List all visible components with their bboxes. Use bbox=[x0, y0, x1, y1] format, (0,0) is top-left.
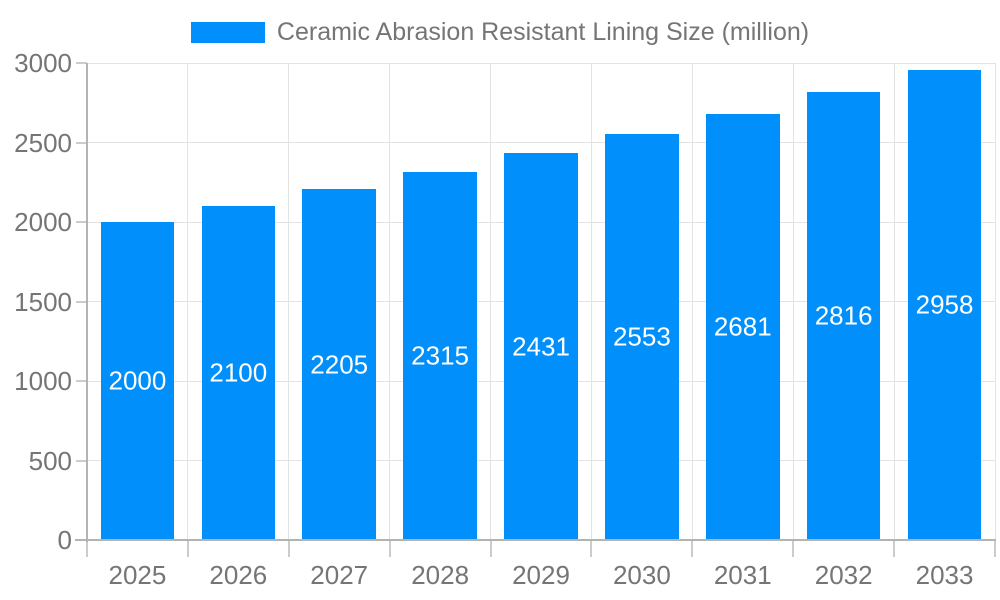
plot-area: 2000 2100 2205 2315 2431 2553 2681 2816 2958 bbox=[87, 62, 996, 540]
y-axis-label: 1500 bbox=[14, 286, 72, 317]
x-tick bbox=[994, 541, 996, 557]
gridline-horizontal bbox=[87, 62, 995, 64]
x-tick bbox=[186, 541, 189, 557]
bar-value-label: 2553 bbox=[612, 321, 671, 352]
x-axis-label: 2027 bbox=[310, 560, 369, 590]
y-axis-label: 2000 bbox=[14, 207, 72, 237]
y-axis-label: 2500 bbox=[14, 127, 72, 158]
gridline-vertical bbox=[994, 63, 996, 540]
bar[interactable]: 2958 bbox=[907, 69, 982, 540]
legend-label: Ceramic Abrasion Resistant Lining Size (… bbox=[276, 18, 810, 46]
x-axis-label: 2030 bbox=[612, 560, 671, 590]
bar[interactable]: 2315 bbox=[403, 171, 477, 540]
x-axis-label: 2026 bbox=[209, 560, 268, 590]
bar[interactable]: 2000 bbox=[100, 222, 175, 540]
bar-value-label: 2000 bbox=[108, 365, 167, 396]
y-tick bbox=[76, 380, 87, 382]
bar-value-label: 2681 bbox=[713, 311, 772, 342]
gridline-vertical bbox=[893, 63, 895, 540]
bar-value-label: 2958 bbox=[915, 289, 974, 320]
x-tick bbox=[388, 541, 391, 557]
gridline-vertical bbox=[590, 63, 592, 540]
y-axis-line bbox=[86, 63, 88, 542]
gridline-vertical bbox=[187, 63, 189, 540]
x-tick bbox=[691, 541, 694, 557]
y-axis-label: 1000 bbox=[14, 366, 72, 396]
bar[interactable]: 2553 bbox=[605, 134, 679, 540]
x-tick bbox=[489, 541, 492, 557]
x-tick bbox=[792, 541, 795, 557]
y-axis-label: 0 bbox=[57, 525, 72, 555]
bar[interactable]: 2205 bbox=[302, 189, 377, 540]
x-axis-label: 2032 bbox=[814, 560, 873, 590]
x-tick bbox=[287, 541, 290, 557]
x-tick bbox=[893, 541, 896, 557]
y-tick bbox=[76, 141, 87, 144]
x-axis-label: 2033 bbox=[915, 560, 974, 590]
bar-value-label: 2100 bbox=[209, 357, 268, 388]
y-tick bbox=[76, 459, 87, 462]
legend-swatch-icon bbox=[190, 21, 265, 43]
y-axis-label: 3000 bbox=[14, 48, 72, 78]
x-tick bbox=[86, 541, 88, 557]
bar-value-label: 2431 bbox=[512, 331, 570, 362]
gridline-vertical bbox=[691, 63, 693, 540]
x-axis-line bbox=[75, 539, 996, 541]
gridline-vertical bbox=[288, 63, 290, 540]
gridline-horizontal bbox=[87, 142, 995, 143]
x-axis-label: 2025 bbox=[108, 560, 167, 590]
x-tick bbox=[590, 541, 593, 557]
gridline-vertical bbox=[389, 63, 391, 540]
bar[interactable]: 2816 bbox=[806, 92, 881, 540]
gridline-vertical bbox=[792, 63, 794, 540]
y-tick bbox=[76, 62, 87, 64]
bar[interactable]: 2100 bbox=[201, 206, 276, 540]
x-axis-label: 2028 bbox=[411, 560, 470, 590]
legend[interactable]: Ceramic Abrasion Resistant Lining Size (… bbox=[0, 18, 1000, 46]
x-axis-label: 2031 bbox=[713, 560, 772, 590]
y-tick bbox=[76, 300, 87, 303]
bar-value-label: 2816 bbox=[814, 300, 873, 331]
x-axis-label: 2029 bbox=[512, 560, 570, 590]
gridline-vertical bbox=[490, 63, 492, 540]
bar-value-label: 2205 bbox=[310, 349, 369, 380]
y-tick bbox=[76, 221, 87, 223]
y-axis-label: 500 bbox=[28, 445, 72, 476]
bar[interactable]: 2431 bbox=[504, 153, 578, 540]
bar[interactable]: 2681 bbox=[705, 113, 780, 540]
bar-value-label: 2315 bbox=[411, 340, 470, 371]
